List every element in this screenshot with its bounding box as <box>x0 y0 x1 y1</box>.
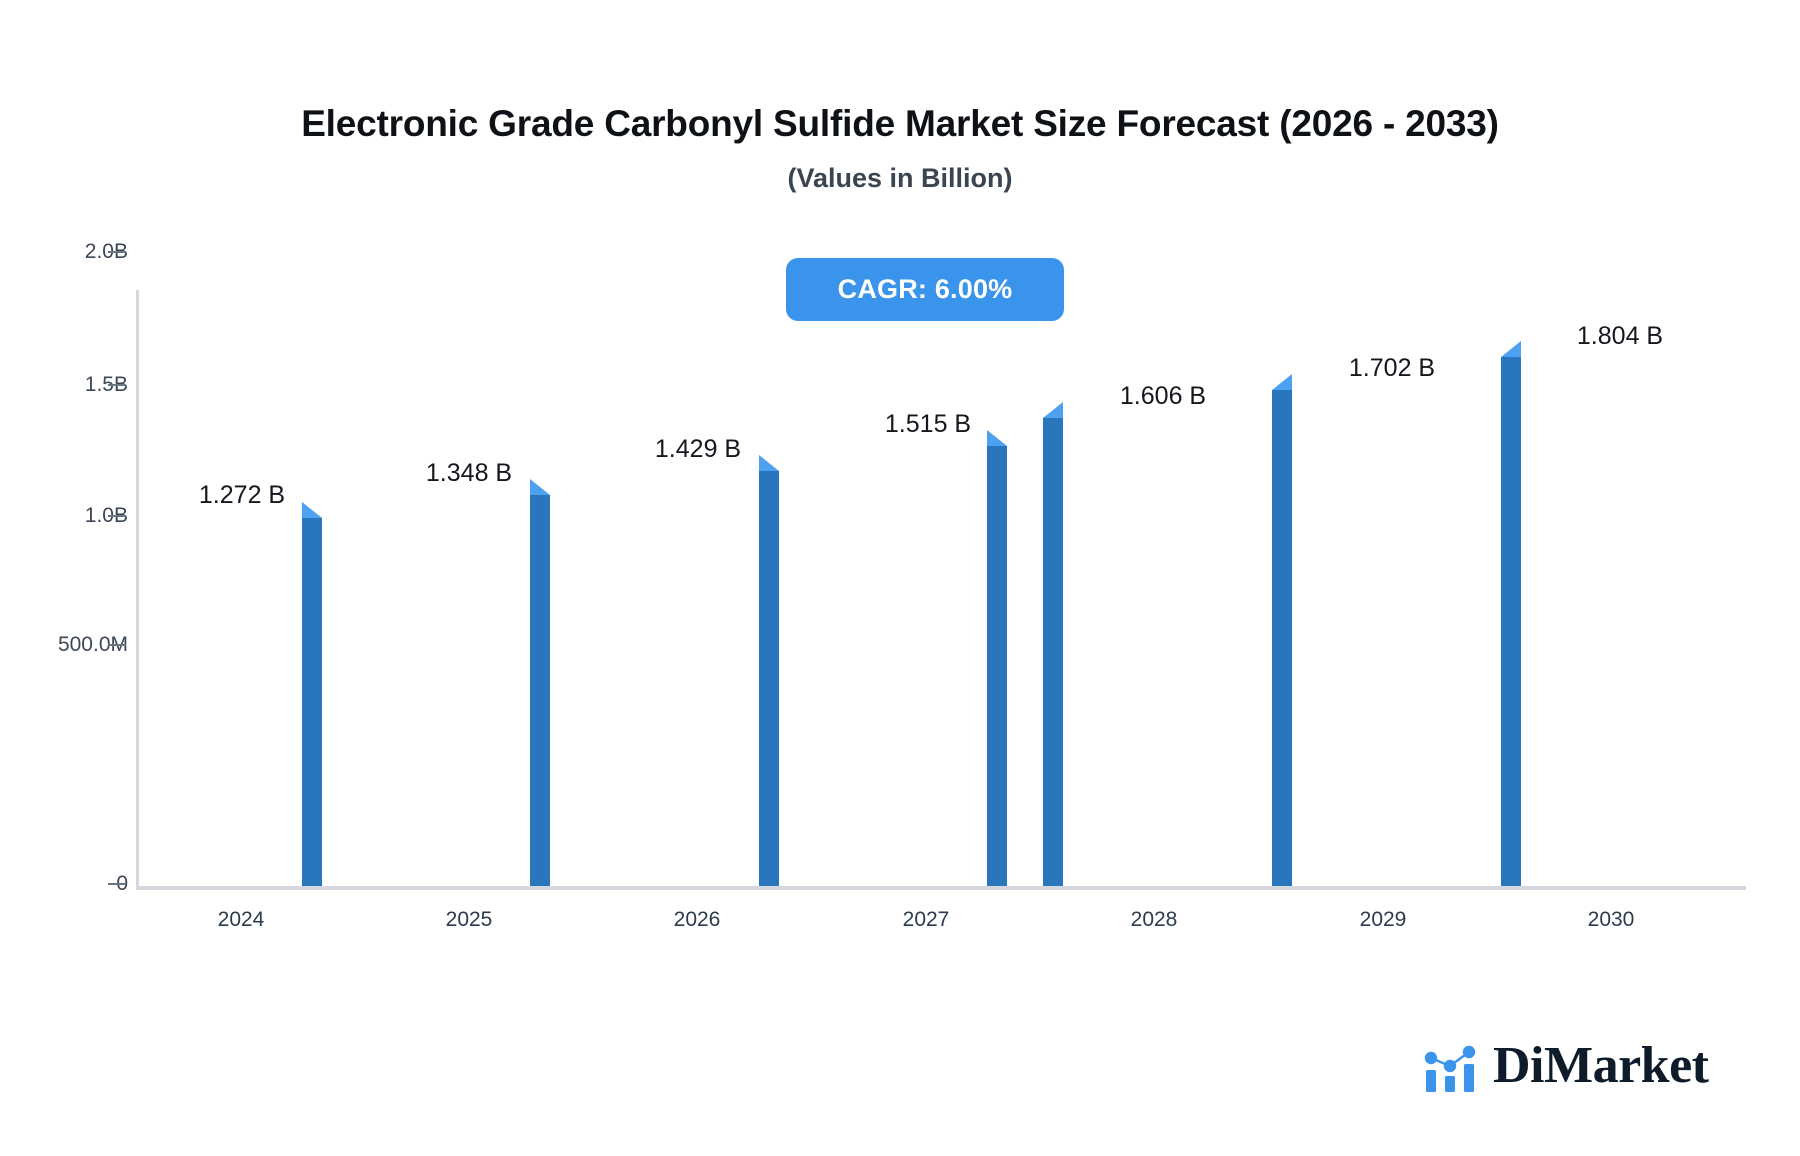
bar-side-face <box>1043 418 1063 886</box>
x-axis-tick-label: 2029 <box>1359 908 1407 931</box>
x-axis-tick-label: 2025 <box>445 908 493 931</box>
brand-logo: DiMarket <box>1423 1037 1709 1094</box>
y-axis-tick-mark <box>108 384 126 386</box>
y-axis-tick-label: 500.0M <box>57 633 128 656</box>
y-axis-tick-label: 1.5B <box>84 373 128 396</box>
bar-2024[interactable] <box>150 502 322 886</box>
bar-top-cap <box>759 455 779 471</box>
title-block: Electronic Grade Carbonyl Sulfide Market… <box>0 103 1800 193</box>
y-axis-tick-mark <box>108 251 126 253</box>
bar-side-face <box>530 495 550 886</box>
bar-2025[interactable] <box>378 479 550 886</box>
bar-top-cap <box>987 430 1007 446</box>
y-axis-tick-mark <box>108 883 126 885</box>
y-axis-tick-mark <box>108 515 126 517</box>
x-axis-tick-label: 2027 <box>902 908 950 931</box>
bar-top-cap <box>302 502 322 518</box>
cagr-badge-label: CAGR: 6.00% <box>837 274 1013 304</box>
bar-top-cap <box>530 479 550 495</box>
cagr-badge: CAGR: 6.00% <box>786 258 1064 321</box>
bar-2028[interactable] <box>1043 402 1215 886</box>
bar-chart-logo-icon <box>1423 1038 1479 1094</box>
x-axis-tick-label: 2026 <box>673 908 721 931</box>
bar-value-label: 1.606 B <box>1119 382 1207 410</box>
bar-value-label: 1.804 B <box>1576 322 1664 350</box>
bar-top-cap <box>1272 374 1292 390</box>
bar-value-label: 1.429 B <box>654 435 742 463</box>
x-axis-tick-label: 2028 <box>1130 908 1178 931</box>
bar-2029[interactable] <box>1272 374 1444 886</box>
y-axis-line <box>136 290 139 887</box>
bar-value-label: 1.702 B <box>1348 354 1436 382</box>
bar-top-cap <box>1043 402 1063 418</box>
bar-2026[interactable] <box>607 455 779 886</box>
bar-side-face <box>302 518 322 886</box>
x-axis-tick-label: 2030 <box>1587 908 1635 931</box>
bar-side-face <box>759 471 779 886</box>
y-axis-tick-label: 2.0B <box>84 240 128 263</box>
y-axis-tick-label: 1.0B <box>84 504 128 527</box>
bar-side-face <box>1501 357 1521 886</box>
bar-value-label: 1.348 B <box>425 459 513 487</box>
bar-value-label: 1.272 B <box>198 481 286 509</box>
bar-top-cap <box>1501 341 1521 357</box>
page-title: Electronic Grade Carbonyl Sulfide Market… <box>301 103 1499 144</box>
bar-2030[interactable] <box>1501 341 1673 886</box>
bar-value-label: 1.515 B <box>884 410 972 438</box>
x-axis-tick-label: 2024 <box>217 908 265 931</box>
bar-2027[interactable] <box>835 430 1007 886</box>
logo-text: DiMarket <box>1493 1037 1709 1094</box>
chart-subtitle: (Values in Billion) <box>787 162 1013 193</box>
bar-side-face <box>1272 390 1292 886</box>
y-axis-tick-mark <box>108 644 126 646</box>
bar-side-face <box>987 446 1007 886</box>
x-axis-line <box>136 886 1746 890</box>
